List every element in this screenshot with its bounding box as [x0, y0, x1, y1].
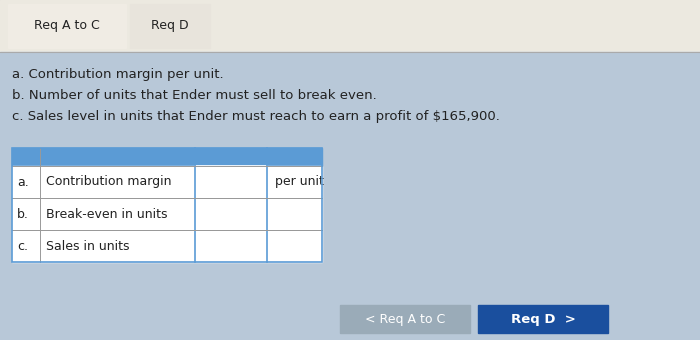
Bar: [195, 230, 267, 262]
Text: < Req A to C: < Req A to C: [365, 312, 445, 325]
Text: Sales in units: Sales in units: [46, 239, 130, 253]
Bar: [195, 166, 267, 198]
Text: Req D: Req D: [151, 19, 189, 33]
Bar: [12, 166, 322, 198]
Text: Contribution margin: Contribution margin: [46, 175, 172, 188]
Text: b. Number of units that Ender must sell to break even.: b. Number of units that Ender must sell …: [12, 89, 377, 102]
Bar: [12, 230, 322, 262]
Bar: [8, 4, 126, 48]
Text: Req D  >: Req D >: [510, 312, 575, 325]
Text: c. Sales level in units that Ender must reach to earn a profit of $165,900.: c. Sales level in units that Ender must …: [12, 110, 500, 123]
Bar: [0, 0, 700, 52]
Bar: [130, 4, 210, 48]
Bar: [12, 148, 322, 262]
Text: Break-even in units: Break-even in units: [46, 207, 167, 221]
Bar: [12, 198, 322, 230]
Text: per unit: per unit: [275, 175, 324, 188]
Text: a. Contribution margin per unit.: a. Contribution margin per unit.: [12, 68, 223, 81]
Bar: [340, 305, 470, 333]
Bar: [195, 198, 267, 230]
Bar: [0, 52, 700, 140]
Text: Req A to C: Req A to C: [34, 19, 100, 33]
Text: c.: c.: [17, 239, 28, 253]
Text: a.: a.: [17, 175, 29, 188]
Bar: [478, 305, 608, 333]
Text: b.: b.: [17, 207, 29, 221]
Bar: [12, 148, 322, 166]
